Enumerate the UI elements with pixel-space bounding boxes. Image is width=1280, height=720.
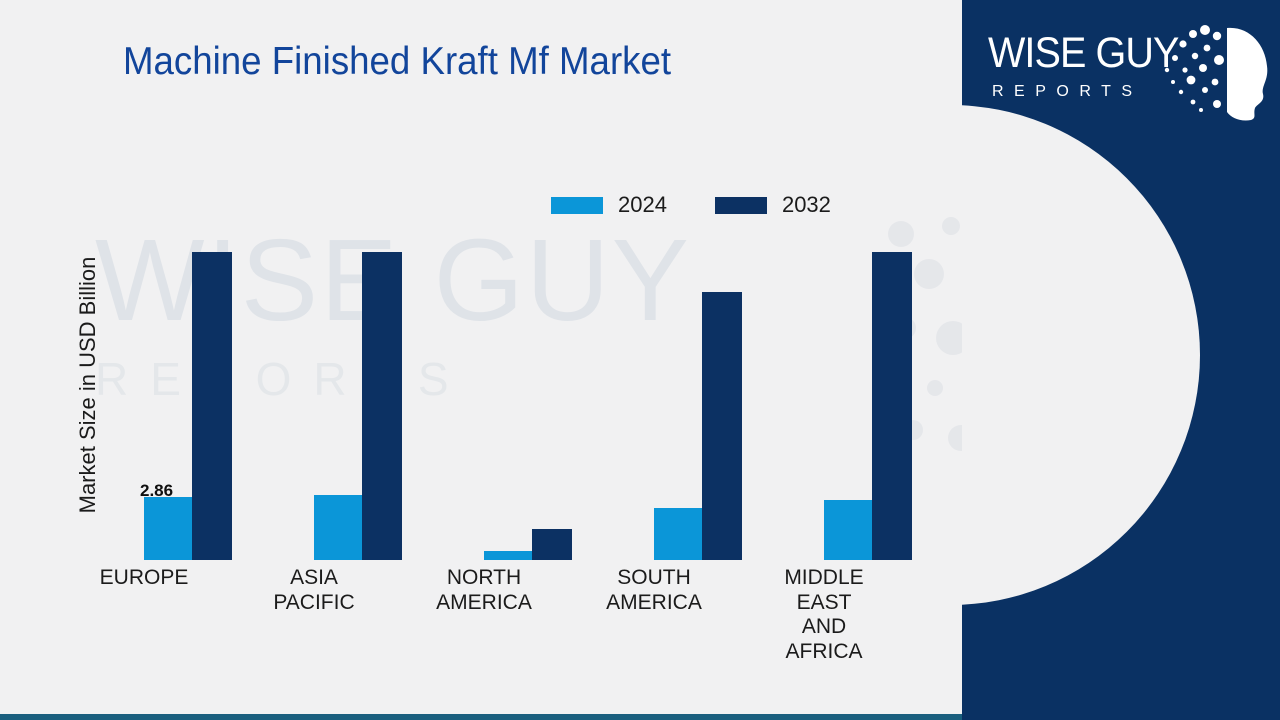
category-label-asia-pacific: ASIA PACIFIC: [273, 566, 355, 614]
page-title: Machine Finished Kraft Mf Market: [123, 40, 672, 83]
brand-panel: WISE GUY REPORTS: [962, 0, 1280, 720]
brand-logo-wise-guy-text: WISE GUY: [988, 29, 1179, 77]
bar-group-asia-pacific: [308, 240, 418, 560]
y-axis-label: Market Size in USD Billion: [75, 256, 100, 514]
bar-south-america-2024[interactable]: [654, 508, 702, 560]
legend-item-2032[interactable]: 2032: [714, 192, 831, 217]
chart-legend: 2024 2032: [551, 194, 831, 216]
bar-group-south-america: [648, 240, 758, 560]
bar-group-middle-east-africa: [818, 240, 928, 560]
legend-label-2024: 2024: [618, 192, 667, 217]
logo-head-dots-icon: [1164, 25, 1268, 121]
legend-item-2024[interactable]: 2024: [551, 194, 667, 216]
bar-europe-2032[interactable]: [192, 252, 232, 560]
bar-north-america-2032[interactable]: [532, 529, 572, 560]
category-label-north-america: NORTH AMERICA: [436, 566, 532, 614]
category-label-europe: EUROPE: [99, 566, 189, 589]
bar-middle-east-africa-2032[interactable]: [872, 252, 912, 560]
bar-north-america-2024[interactable]: [484, 551, 532, 560]
bar-group-north-america: [478, 240, 588, 560]
bar-middle-east-africa-2024[interactable]: [824, 500, 872, 560]
plot-area: [108, 240, 948, 560]
bar-asia-pacific-2024[interactable]: [314, 495, 362, 560]
category-label-middle-east-africa: MIDDLE EAST AND AFRICA: [784, 566, 864, 663]
legend-label-2032: 2032: [781, 192, 831, 217]
bar-asia-pacific-2032[interactable]: [362, 252, 402, 560]
bar-south-america-2032[interactable]: [702, 292, 742, 560]
legend-swatch-2024-icon: [551, 196, 603, 214]
category-label-south-america: SOUTH AMERICA: [606, 566, 702, 614]
brand-logo[interactable]: WISE GUY REPORTS: [982, 25, 1268, 121]
bar-europe-2024[interactable]: [144, 497, 192, 560]
data-label-europe-2024: 2.86: [140, 481, 174, 500]
chart-panel: WISE GUY REPORTS: [0, 40, 962, 720]
legend-swatch-2032-icon: [714, 196, 767, 214]
bar-group-europe: [138, 240, 248, 560]
brand-logo-reports-text: REPORTS: [992, 83, 1143, 100]
bottom-accent-bar: [0, 714, 962, 720]
